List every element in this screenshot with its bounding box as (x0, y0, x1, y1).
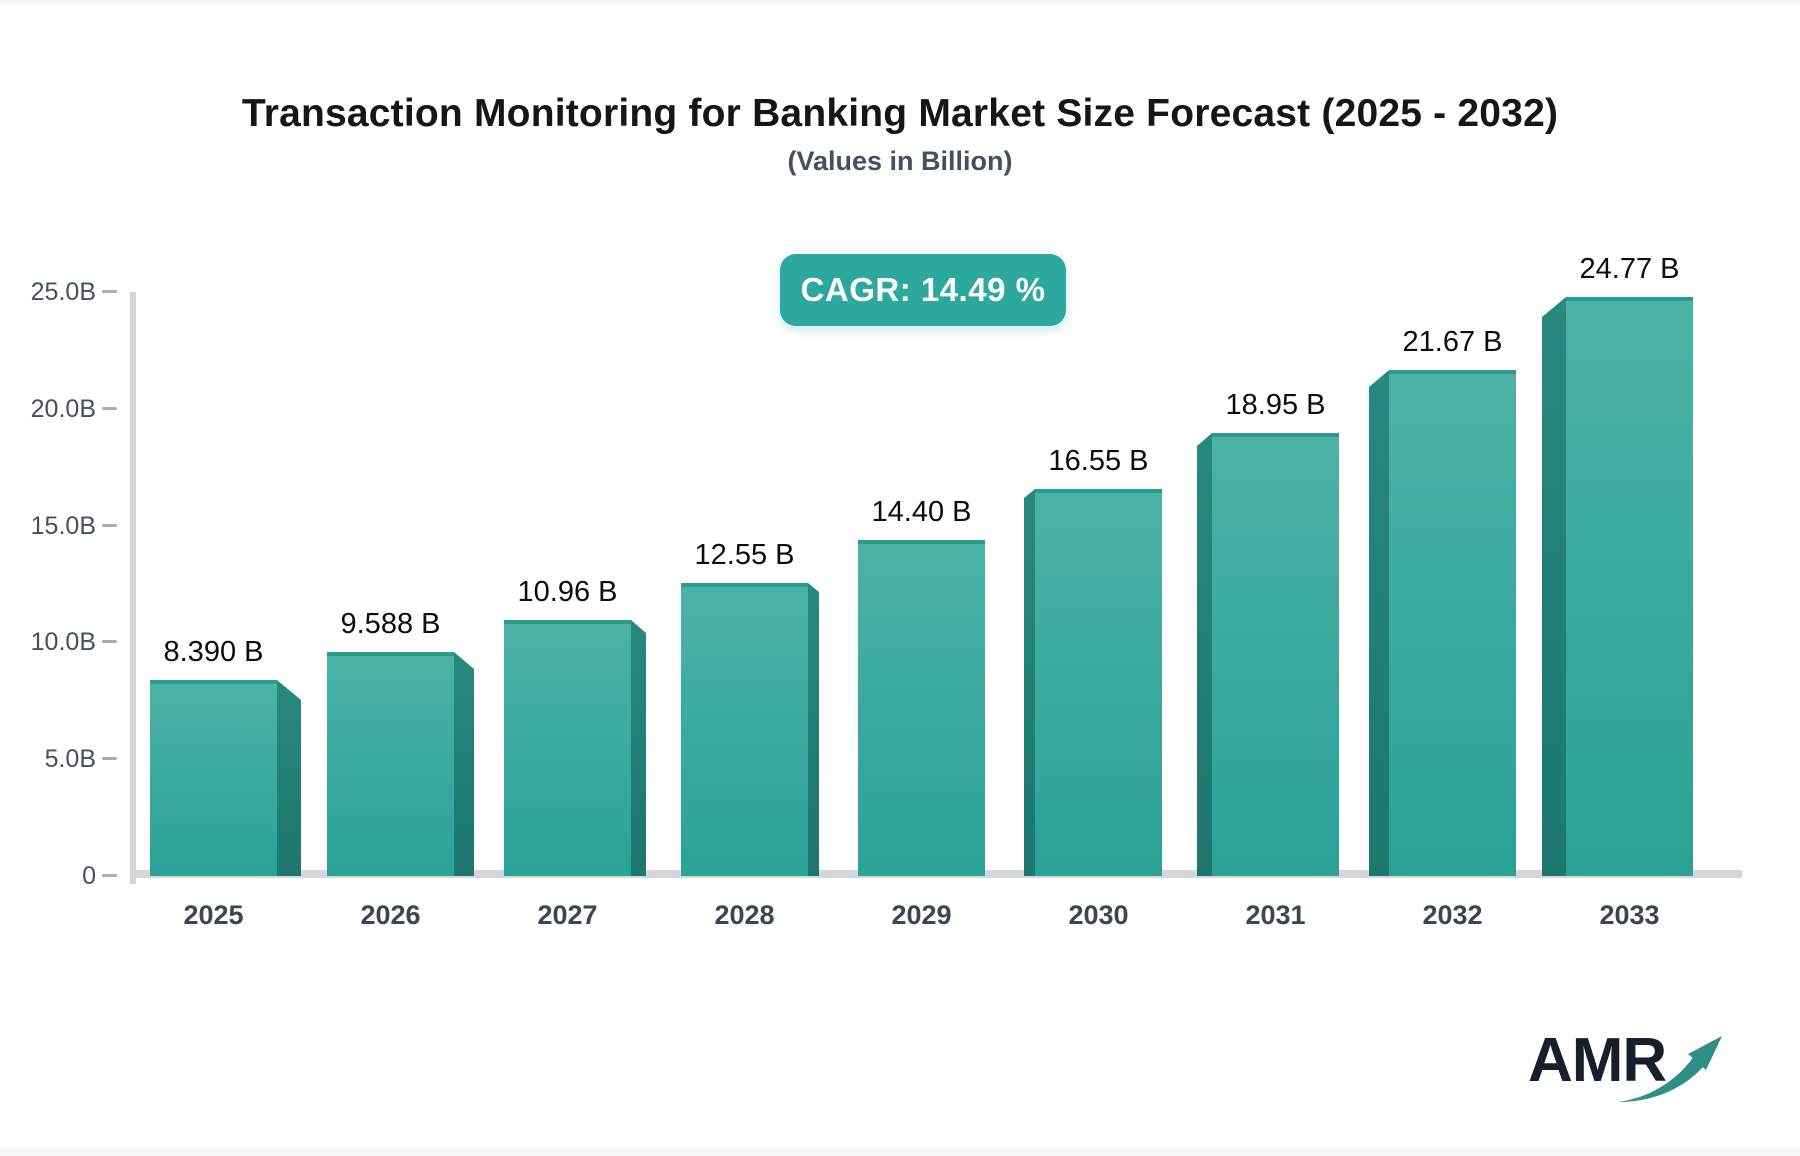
x-axis-label: 2027 (537, 900, 598, 930)
bar-face (1566, 297, 1693, 876)
y-tick-label: 5.0B (44, 745, 96, 774)
y-axis-line (130, 292, 136, 884)
x-axis-label: 2032 (1422, 900, 1483, 930)
bar-face (681, 583, 808, 876)
bar-face (1035, 489, 1162, 876)
bar-face (327, 652, 454, 876)
bar-face (1212, 433, 1339, 876)
page-subtitle: (Values in Billion) (787, 146, 1013, 176)
amr-logo-text: AMR (1528, 1026, 1667, 1095)
bar (150, 680, 301, 876)
bar-value-label: 24.77 B (1579, 253, 1680, 285)
amr-logo: AMR (1528, 1030, 1728, 1110)
bar-side-shade (277, 680, 301, 876)
bar (1197, 433, 1339, 876)
y-tick-label: 20.0B (30, 394, 96, 423)
bar-face (504, 620, 631, 876)
bar-value-label: 12.55 B (694, 539, 795, 571)
bar-value-label: 9.588 B (340, 608, 441, 640)
y-tick-mark (102, 523, 117, 527)
bar (1542, 297, 1693, 876)
y-tick-mark (102, 640, 117, 644)
bar-value-label: 21.67 B (1402, 326, 1503, 358)
y-tick-mark (102, 290, 117, 293)
bar-value-label: 16.55 B (1048, 445, 1149, 477)
bar (1369, 370, 1516, 876)
bar-value-label: 14.40 B (871, 496, 972, 528)
bar-side-shade (1024, 489, 1035, 876)
bar-side-shade (1197, 433, 1212, 876)
bar (858, 540, 985, 876)
bar (681, 583, 819, 876)
bar-face (150, 680, 277, 876)
x-axis-label: 2031 (1245, 900, 1306, 930)
y-tick-mark (102, 757, 117, 761)
y-tick-mark (102, 874, 117, 877)
bar (327, 652, 474, 876)
x-axis-label: 2028 (714, 900, 775, 930)
x-axis-label: 2026 (360, 900, 421, 930)
bar (504, 620, 646, 876)
bar-face (1389, 370, 1516, 876)
logo-arrow-icon (1618, 1036, 1722, 1102)
cagr-badge: CAGR: 14.49 % (780, 254, 1066, 326)
bar-side-shade (454, 652, 474, 876)
x-axis-label: 2030 (1068, 900, 1129, 930)
page-title: Transaction Monitoring for Banking Marke… (241, 92, 1559, 135)
bar-side-shade (808, 583, 819, 876)
bar-side-shade (631, 620, 646, 876)
y-tick-label: 10.0B (30, 628, 96, 657)
y-tick-label: 15.0B (30, 511, 96, 540)
bar-side-shade (1542, 297, 1566, 876)
x-axis-label: 2029 (891, 900, 952, 930)
x-axis-label: 2033 (1599, 900, 1660, 930)
bar (1024, 489, 1162, 876)
y-tick-label: 25.0B (30, 278, 96, 306)
y-tick-label: 0 (82, 862, 96, 890)
bar-side-shade (1369, 370, 1389, 876)
bar-value-label: 18.95 B (1225, 389, 1326, 421)
x-axis-label: 2025 (183, 900, 244, 930)
y-tick-mark (102, 406, 117, 410)
bar-face (858, 540, 985, 876)
bar-value-label: 8.390 B (163, 636, 264, 668)
bar-value-label: 10.96 B (517, 576, 618, 608)
